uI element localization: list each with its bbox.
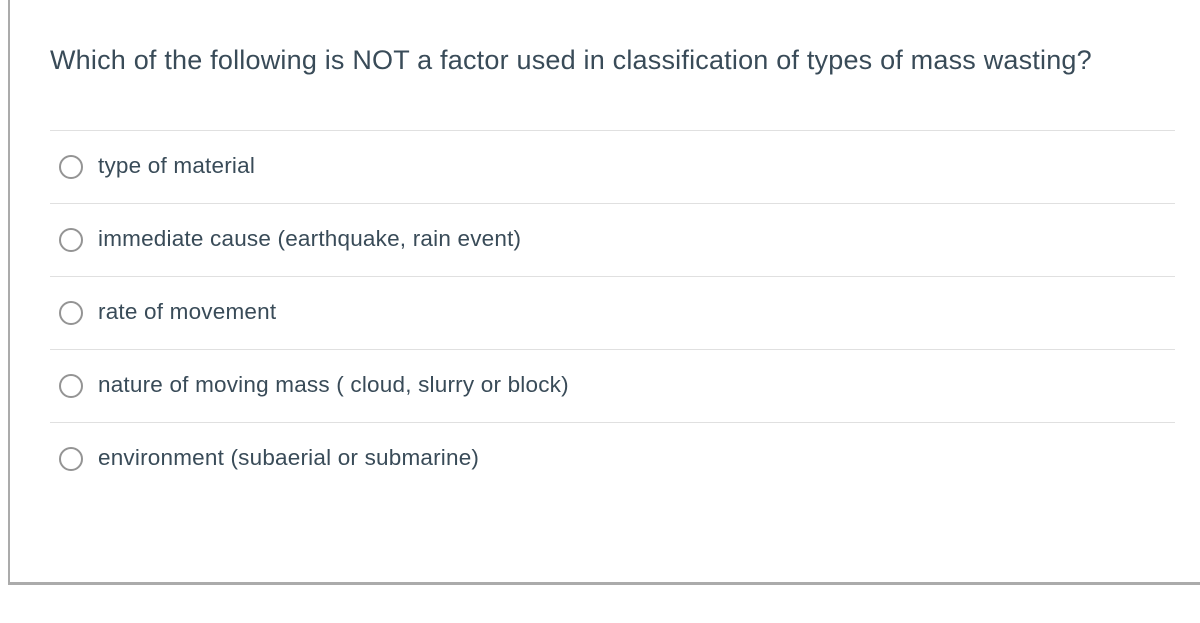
answer-option-2[interactable]: immediate cause (earthquake, rain event) [50, 203, 1175, 276]
option-label[interactable]: environment (subaerial or submarine) [98, 444, 480, 470]
option-label[interactable]: nature of moving mass ( cloud, slurry or… [98, 371, 569, 397]
radio-button-icon[interactable] [59, 447, 83, 471]
answer-options: type of material immediate cause (earthq… [50, 130, 1175, 495]
answer-option-4[interactable]: nature of moving mass ( cloud, slurry or… [50, 349, 1175, 422]
option-label[interactable]: type of material [98, 152, 256, 178]
question-card: Which of the following is NOT a factor u… [8, 0, 1200, 585]
option-label[interactable]: immediate cause (earthquake, rain event) [98, 225, 522, 251]
radio-button-icon[interactable] [59, 301, 83, 325]
answer-option-3[interactable]: rate of movement [50, 276, 1175, 349]
question-text: Which of the following is NOT a factor u… [50, 45, 1092, 75]
radio-button-icon[interactable] [59, 228, 83, 252]
radio-button-icon[interactable] [59, 374, 83, 398]
answer-option-1[interactable]: type of material [50, 130, 1175, 203]
option-label[interactable]: rate of movement [98, 298, 277, 324]
radio-button-icon[interactable] [59, 155, 83, 179]
answer-option-5[interactable]: environment (subaerial or submarine) [50, 422, 1175, 495]
